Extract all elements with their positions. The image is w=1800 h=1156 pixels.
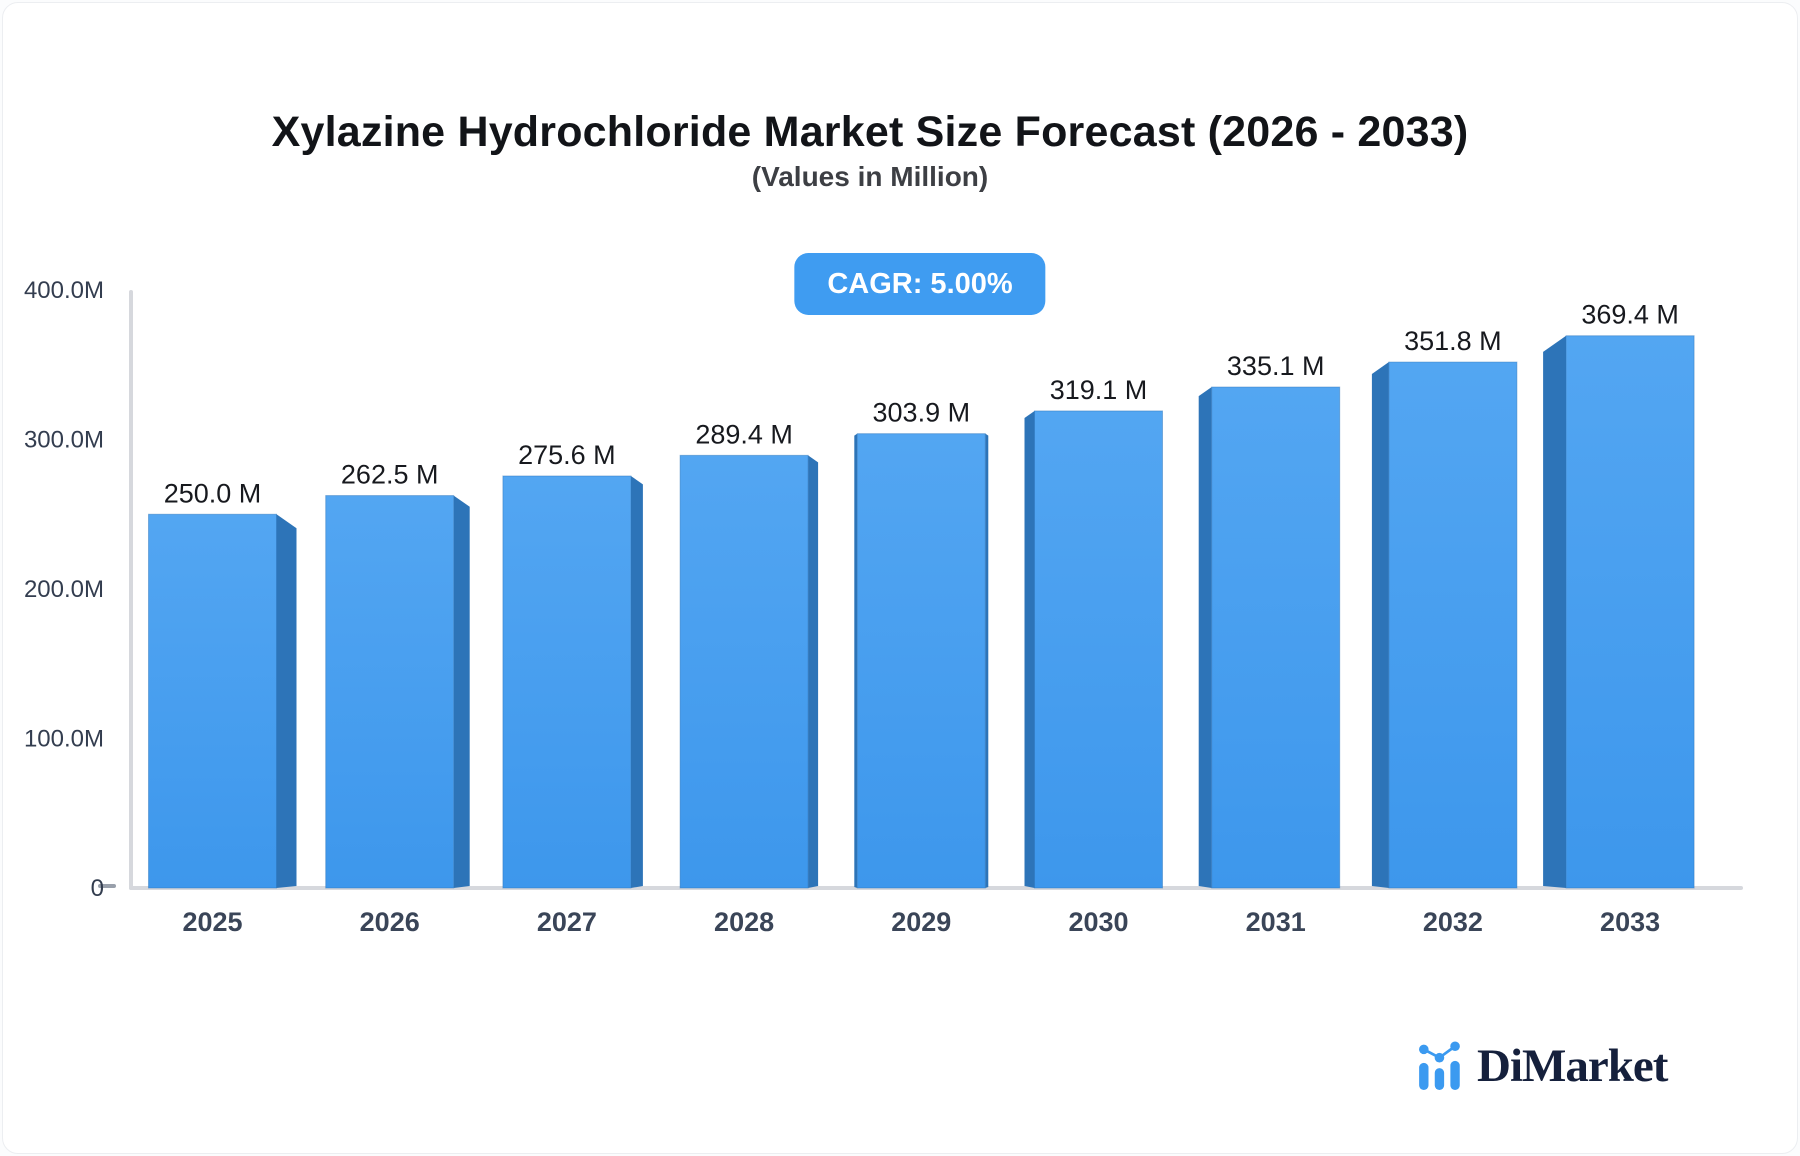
bar-side-face bbox=[1543, 335, 1567, 888]
bar-value-label: 289.4 M bbox=[695, 419, 793, 449]
y-tick-label: 0 bbox=[91, 875, 104, 902]
bar-2029[interactable] bbox=[856, 433, 986, 889]
bar-value-label: 369.4 M bbox=[1581, 300, 1679, 330]
x-tick-label: 2028 bbox=[714, 907, 774, 937]
bar-side-face bbox=[985, 433, 989, 888]
bar-2028[interactable] bbox=[679, 454, 809, 889]
bar-value-label: 319.1 M bbox=[1050, 375, 1148, 405]
bar-side-face bbox=[1198, 387, 1212, 888]
bar-side-face bbox=[1024, 410, 1035, 888]
y-tick-label: 200.0M bbox=[24, 576, 104, 603]
bar-value-label: 303.9 M bbox=[873, 398, 971, 428]
brand-name: DiMarket bbox=[1477, 1040, 1668, 1092]
x-tick-label: 2026 bbox=[360, 907, 420, 937]
cagr-badge: CAGR: 5.00% bbox=[794, 253, 1046, 315]
chart-title: Xylazine Hydrochloride Market Size Forec… bbox=[271, 108, 1469, 156]
x-tick-label: 2031 bbox=[1246, 907, 1306, 937]
x-tick-label: 2029 bbox=[891, 907, 951, 937]
y-tick-label: 100.0M bbox=[24, 726, 104, 753]
bar-value-label: 262.5 M bbox=[341, 460, 439, 490]
bar-2027[interactable] bbox=[502, 475, 632, 889]
zero-tick-mark bbox=[98, 884, 116, 888]
bar-value-label: 351.8 M bbox=[1404, 326, 1502, 356]
bar-line-chart-icon bbox=[1419, 1041, 1460, 1090]
x-tick-label: 2027 bbox=[537, 907, 597, 937]
bar-side-face bbox=[276, 514, 297, 888]
bar-2026[interactable] bbox=[325, 495, 455, 889]
bar-side-face bbox=[453, 495, 470, 888]
x-tick-label: 2032 bbox=[1423, 907, 1483, 937]
bar-2031[interactable] bbox=[1211, 386, 1341, 889]
labels-group: 0 100.0M 200.0M 300.0M 400.0M 250.0 M 2025 262.… bbox=[24, 277, 1679, 937]
bar-value-label: 250.0 M bbox=[164, 478, 262, 508]
bar-value-label: 335.1 M bbox=[1227, 351, 1325, 381]
y-tick-label: 300.0M bbox=[24, 427, 104, 454]
bar-2025[interactable] bbox=[148, 513, 277, 889]
bar-side-face bbox=[1371, 362, 1389, 889]
chart-subtitle: (Values in Million) bbox=[751, 161, 989, 192]
bar-side-face bbox=[630, 475, 643, 888]
x-tick-label: 2033 bbox=[1600, 907, 1660, 937]
bar-2030[interactable] bbox=[1034, 410, 1163, 889]
bar-2033[interactable] bbox=[1565, 335, 1695, 889]
brand-logo: DiMarket bbox=[1418, 1040, 1668, 1092]
bar-side-face bbox=[808, 455, 819, 888]
bars-group bbox=[148, 335, 1695, 889]
y-axis-line bbox=[129, 290, 133, 890]
bar-2032[interactable] bbox=[1388, 361, 1518, 889]
x-tick-label: 2030 bbox=[1068, 907, 1128, 937]
bar-value-label: 275.6 M bbox=[518, 440, 616, 470]
x-tick-label: 2025 bbox=[182, 907, 242, 937]
bar-side-face bbox=[854, 433, 858, 888]
y-tick-label: 400.0M bbox=[24, 277, 104, 304]
